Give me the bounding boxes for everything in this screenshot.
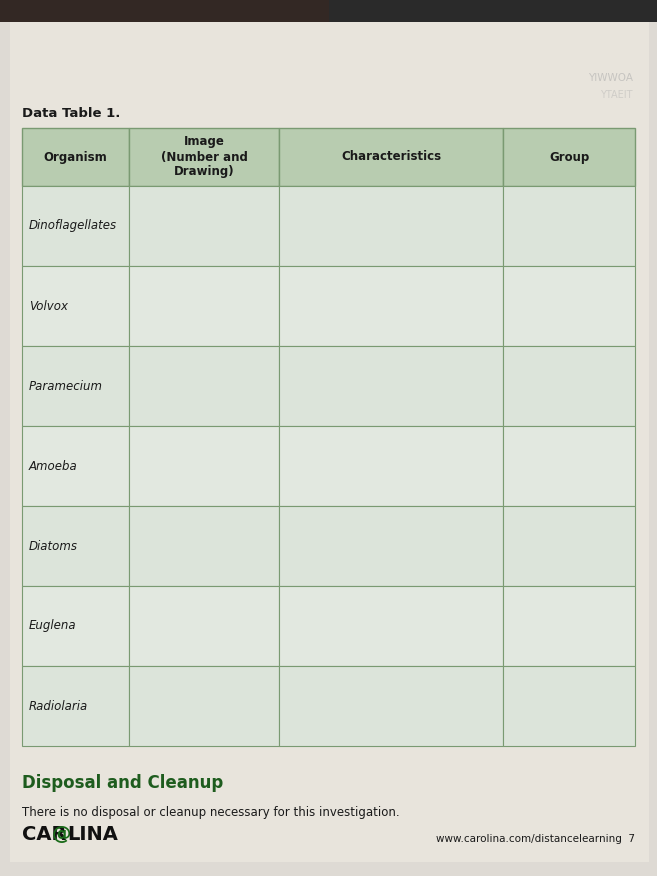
Bar	[503, 666, 635, 746]
Text: Group: Group	[549, 151, 589, 164]
Text: Data Table 1.: Data Table 1.	[22, 107, 120, 120]
Bar	[503, 426, 635, 506]
Bar	[279, 586, 503, 666]
Text: Disposal and Cleanup: Disposal and Cleanup	[22, 774, 223, 792]
Bar	[279, 186, 503, 266]
Bar	[129, 586, 279, 666]
Bar	[22, 346, 129, 426]
Text: Euglena: Euglena	[29, 619, 77, 632]
Text: Organism: Organism	[44, 151, 108, 164]
Bar	[0, 0, 657, 22]
Text: Radiolaria: Radiolaria	[29, 700, 88, 712]
Bar	[22, 128, 129, 186]
Text: Image
(Number and
Drawing): Image (Number and Drawing)	[161, 136, 248, 179]
Bar	[0, 0, 328, 22]
Text: @: @	[52, 825, 72, 844]
Bar	[22, 586, 129, 666]
Text: Amoeba: Amoeba	[29, 460, 78, 472]
Bar	[129, 426, 279, 506]
Bar	[129, 346, 279, 426]
Bar	[279, 506, 503, 586]
Bar	[503, 346, 635, 426]
Bar	[279, 346, 503, 426]
Text: YIWWOA: YIWWOA	[588, 73, 633, 83]
Text: There is no disposal or cleanup necessary for this investigation.: There is no disposal or cleanup necessar…	[22, 806, 399, 819]
Bar	[22, 426, 129, 506]
Bar	[129, 266, 279, 346]
Bar	[503, 266, 635, 346]
Bar	[279, 426, 503, 506]
Bar	[22, 506, 129, 586]
Bar	[129, 666, 279, 746]
Bar	[129, 506, 279, 586]
Text: Dinoflagellates: Dinoflagellates	[29, 220, 117, 232]
Text: Diatoms: Diatoms	[29, 540, 78, 553]
Bar	[22, 186, 129, 266]
Bar	[129, 186, 279, 266]
Bar	[503, 586, 635, 666]
Text: CAR: CAR	[22, 825, 66, 844]
Text: www.carolina.com/distancelearning  7: www.carolina.com/distancelearning 7	[436, 834, 635, 844]
Text: YTAEIT: YTAEIT	[600, 90, 633, 100]
Text: Paramecium: Paramecium	[29, 379, 103, 392]
Text: Characteristics: Characteristics	[341, 151, 442, 164]
Bar	[279, 266, 503, 346]
Bar	[503, 186, 635, 266]
Bar	[279, 128, 503, 186]
Bar	[22, 266, 129, 346]
Text: Volvox: Volvox	[29, 300, 68, 313]
Bar	[279, 666, 503, 746]
Bar	[22, 666, 129, 746]
Text: LINA: LINA	[67, 825, 118, 844]
Bar	[129, 128, 279, 186]
Bar	[503, 128, 635, 186]
Bar	[503, 506, 635, 586]
